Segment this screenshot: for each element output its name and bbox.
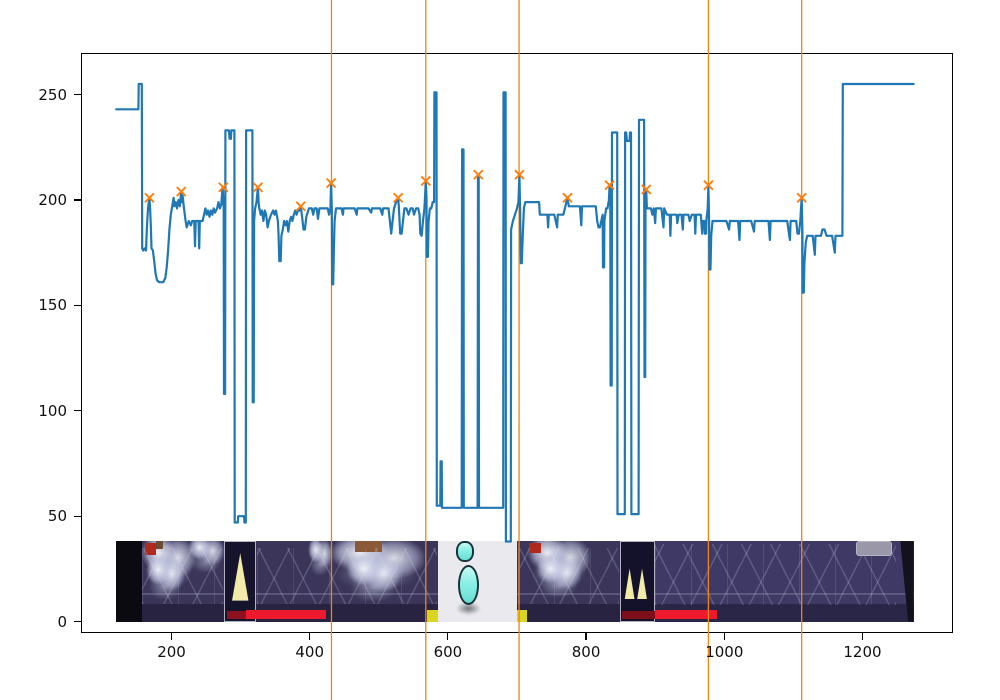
- gray-billboard: [855, 541, 893, 557]
- pylon-body: [458, 565, 479, 605]
- y-tick-label: 0: [57, 612, 67, 631]
- x-tick-label: 600: [433, 643, 463, 661]
- pylon-shadow: [456, 602, 482, 616]
- inset-image-strip: [116, 541, 914, 622]
- road-seam: [141, 592, 438, 595]
- road-seam: [516, 592, 914, 595]
- yellow-marker: [516, 609, 528, 622]
- y-tick-mark: [74, 199, 81, 201]
- black-leader: [116, 541, 142, 622]
- red-debris: [529, 542, 542, 554]
- x-tick-label: 400: [295, 643, 325, 661]
- red-bar: [246, 610, 327, 620]
- x-tick-mark: [585, 633, 587, 640]
- x-tick-label: 800: [571, 643, 601, 661]
- smoke-cloud: [536, 555, 581, 598]
- smoke-cloud: [145, 555, 184, 600]
- y-tick-mark: [74, 93, 81, 96]
- x-tick-mark: [861, 633, 864, 640]
- y-tick-mark: [74, 515, 81, 517]
- warning-triangle: [637, 568, 647, 600]
- fence-lines: [142, 547, 224, 604]
- y-tick-mark: [74, 410, 81, 412]
- debris: [156, 541, 164, 550]
- red-debris: [144, 542, 156, 555]
- sign-panel: [619, 541, 656, 622]
- y-tick-label: 250: [38, 85, 67, 104]
- fence-lines: [518, 547, 620, 604]
- x-tick-label: 1200: [843, 643, 882, 661]
- x-tick-mark: [447, 633, 449, 640]
- y-tick-label: 200: [38, 190, 67, 209]
- smoke-cloud: [188, 541, 225, 572]
- y-tick-label: 150: [38, 296, 67, 315]
- x-tick-mark: [723, 633, 725, 640]
- pylon-top: [456, 541, 475, 562]
- fence-lines: [257, 547, 437, 604]
- x-tick-label: 200: [157, 643, 186, 661]
- y-tick-mark: [74, 304, 81, 306]
- smoke-cloud: [308, 541, 332, 575]
- x-tick-mark: [309, 633, 311, 640]
- yellow-marker: [427, 609, 438, 622]
- y-tick-mark: [74, 621, 81, 623]
- y-tick-label: 100: [38, 401, 67, 420]
- y-tick-label: 50: [47, 507, 67, 526]
- brown-debris: [355, 541, 382, 552]
- x-tick-label: 1000: [705, 643, 744, 661]
- red-bar-dark: [227, 611, 247, 620]
- red-bar: [655, 610, 718, 620]
- x-tick-mark: [170, 633, 173, 640]
- warning-triangle: [624, 568, 635, 600]
- red-bar-dark: [622, 611, 656, 620]
- smoke-cloud: [345, 553, 401, 601]
